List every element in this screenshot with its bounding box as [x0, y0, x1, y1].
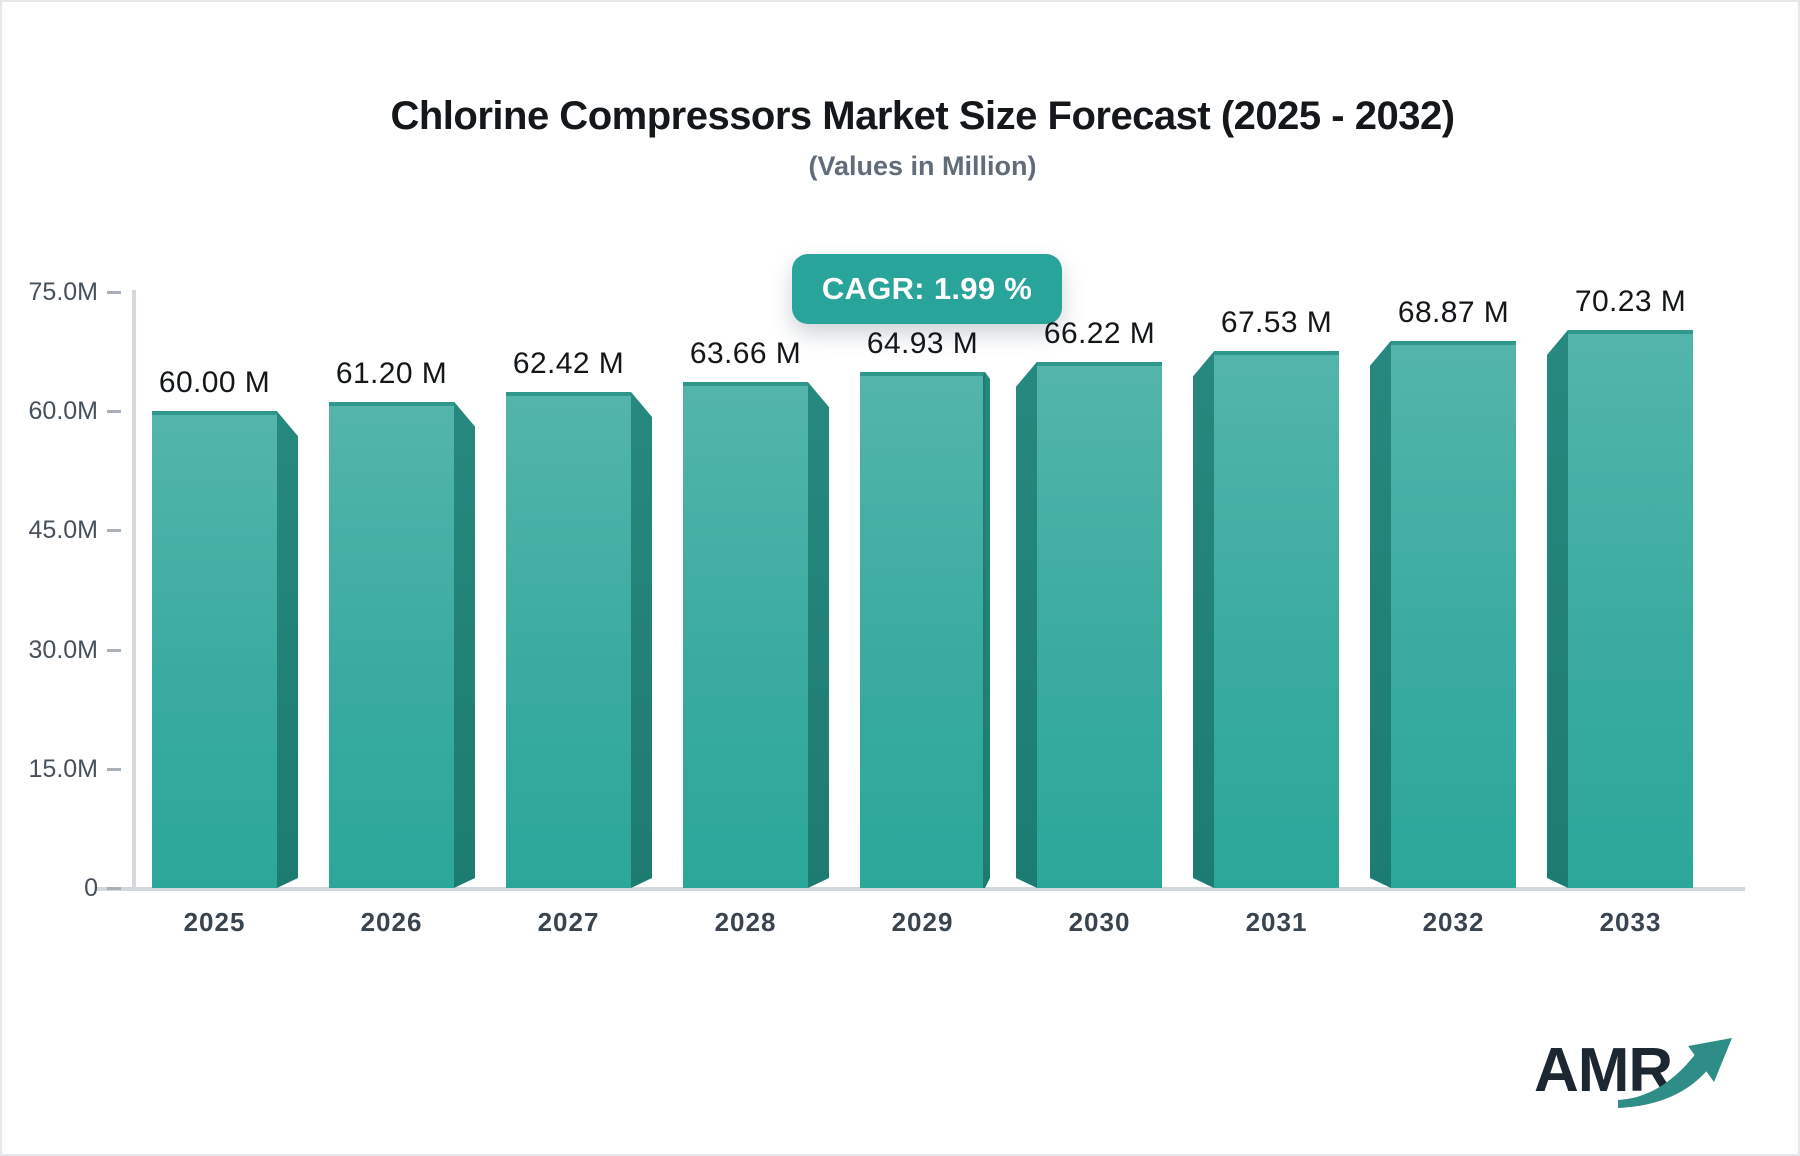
y-tick-label: 45.0M	[28, 516, 98, 545]
cagr-badge-label: CAGR: 1.99 %	[821, 271, 1033, 306]
bar-2027[interactable]	[506, 391, 631, 888]
y-tick-mark	[107, 648, 121, 652]
x-tick-label: 2030	[1068, 907, 1131, 937]
x-tick-label: 2027	[537, 907, 600, 937]
bar-2031[interactable]	[1214, 351, 1339, 888]
y-tick-label: 0	[84, 874, 98, 902]
y-tick-mark	[107, 767, 121, 771]
bar-3d-side	[1193, 351, 1214, 888]
x-tick-label: 2028	[714, 907, 777, 937]
bar-value-label: 70.23 M	[1574, 284, 1687, 318]
bar-2032[interactable]	[1391, 340, 1516, 888]
y-tick-label: 75.0M	[28, 278, 98, 306]
y-tick-mark	[107, 291, 121, 294]
x-tick-label: 2026	[360, 907, 423, 937]
bar-2029[interactable]	[860, 372, 985, 888]
bar-3d-side	[454, 402, 475, 888]
bar-2028[interactable]	[683, 382, 808, 888]
chart-header: Chlorine Compressors Market Size Forecas…	[47, 94, 1798, 182]
bar-3d-side	[1370, 341, 1391, 888]
bar-value-label: 60.00 M	[158, 366, 271, 400]
bar-3d-side	[277, 411, 298, 888]
y-tick-mark	[107, 529, 121, 533]
bar-value-label: 63.66 M	[689, 337, 802, 371]
bar-value-label: 62.42 M	[512, 346, 625, 380]
y-tick-label: 60.0M	[28, 397, 98, 426]
x-tick-label: 2025	[183, 907, 246, 937]
cagr-badge: CAGR: 1.99 %	[792, 254, 1062, 324]
bar-3d-side	[985, 372, 990, 888]
x-tick-label: 2029	[891, 907, 954, 937]
bar-2026[interactable]	[329, 401, 454, 888]
x-axis-line	[97, 887, 1745, 891]
trend-arrow-icon	[1618, 1038, 1732, 1108]
y-tick-mark	[107, 410, 121, 414]
bar-3d-side	[631, 392, 652, 888]
bar-value-label: 66.22 M	[1043, 316, 1156, 350]
y-tick-mark	[107, 887, 121, 890]
bar-2025[interactable]	[152, 411, 277, 888]
bar-3d-side	[1547, 330, 1568, 888]
y-tick-label: 30.0M	[28, 635, 98, 664]
bar-2033[interactable]	[1568, 329, 1693, 888]
y-tick-label: 15.0M	[28, 754, 98, 783]
y-axis-line	[132, 290, 136, 891]
bar-3d-side	[1016, 362, 1037, 888]
bar-value-label: 67.53 M	[1220, 306, 1333, 340]
chart-subtitle: (Values in Million)	[808, 151, 1037, 181]
bar-2030[interactable]	[1037, 361, 1162, 888]
bar-value-label: 68.87 M	[1397, 295, 1510, 329]
amr-logo: AMR	[1534, 1032, 1734, 1116]
bar-value-label: 64.93 M	[866, 327, 979, 361]
x-tick-label: 2032	[1422, 907, 1485, 937]
x-tick-label: 2033	[1599, 907, 1662, 937]
chart-title: Chlorine Compressors Market Size Forecas…	[390, 94, 1455, 138]
bar-value-label: 61.20 M	[335, 356, 448, 390]
x-tick-label: 2031	[1245, 907, 1308, 937]
bar-3d-side	[808, 382, 829, 888]
